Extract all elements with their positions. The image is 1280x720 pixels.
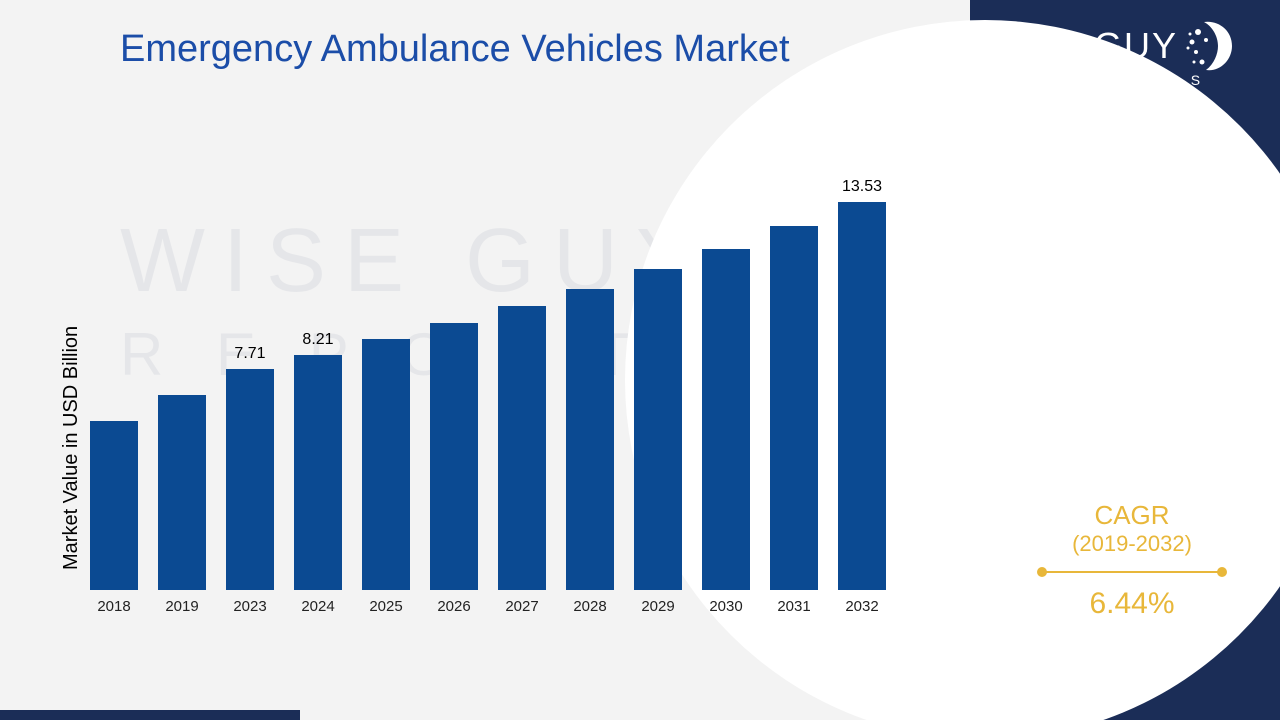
bar-value-label: 13.53 [842,178,882,196]
cagr-dot-right [1217,567,1227,577]
x-category-label: 2025 [369,598,402,615]
x-category-label: 2026 [437,598,470,615]
brand-line2-text: R E P O R T S [982,72,1240,88]
bar-chart: 2018201920237.7120248.212025202620272028… [90,160,900,590]
brand-line1-text: WISE GUY [982,25,1178,67]
x-category-label: 2027 [505,598,538,615]
bar [226,369,274,590]
bar-value-label: 7.71 [234,345,265,363]
x-category-label: 2031 [777,598,810,615]
brand-head-icon [1184,18,1240,74]
bar [90,421,138,590]
bar [838,202,886,590]
cagr-range: (2019-2032) [1022,531,1242,557]
bar [158,395,206,590]
y-axis-label: Market Value in USD Billion [60,326,83,570]
bar [566,289,614,590]
x-category-label: 2023 [233,598,266,615]
bar [294,355,342,590]
cagr-dot-left [1037,567,1047,577]
chart-title: Emergency Ambulance Vehicles Market [120,28,790,71]
bar [702,249,750,590]
x-category-label: 2024 [301,598,334,615]
x-category-label: 2029 [641,598,674,615]
cagr-value: 6.44% [1022,587,1242,621]
x-category-label: 2032 [845,598,878,615]
cagr-label: CAGR [1022,500,1242,531]
x-category-label: 2018 [97,598,130,615]
bar [770,226,818,590]
x-category-label: 2028 [573,598,606,615]
footer-accent-bar [0,710,300,720]
x-category-label: 2030 [709,598,742,615]
x-category-label: 2019 [165,598,198,615]
bar [430,323,478,590]
infographic-canvas: WISE GUY R E P O R T S Emergency Ambulan… [0,0,1280,720]
cagr-divider-line [1042,571,1222,573]
bar [362,339,410,590]
bar-value-label: 8.21 [302,331,333,349]
bar [498,306,546,590]
cagr-block: CAGR (2019-2032) 6.44% [1022,500,1242,621]
brand-logo: WISE GUY R E P O R T S [982,18,1240,88]
bar [634,269,682,590]
